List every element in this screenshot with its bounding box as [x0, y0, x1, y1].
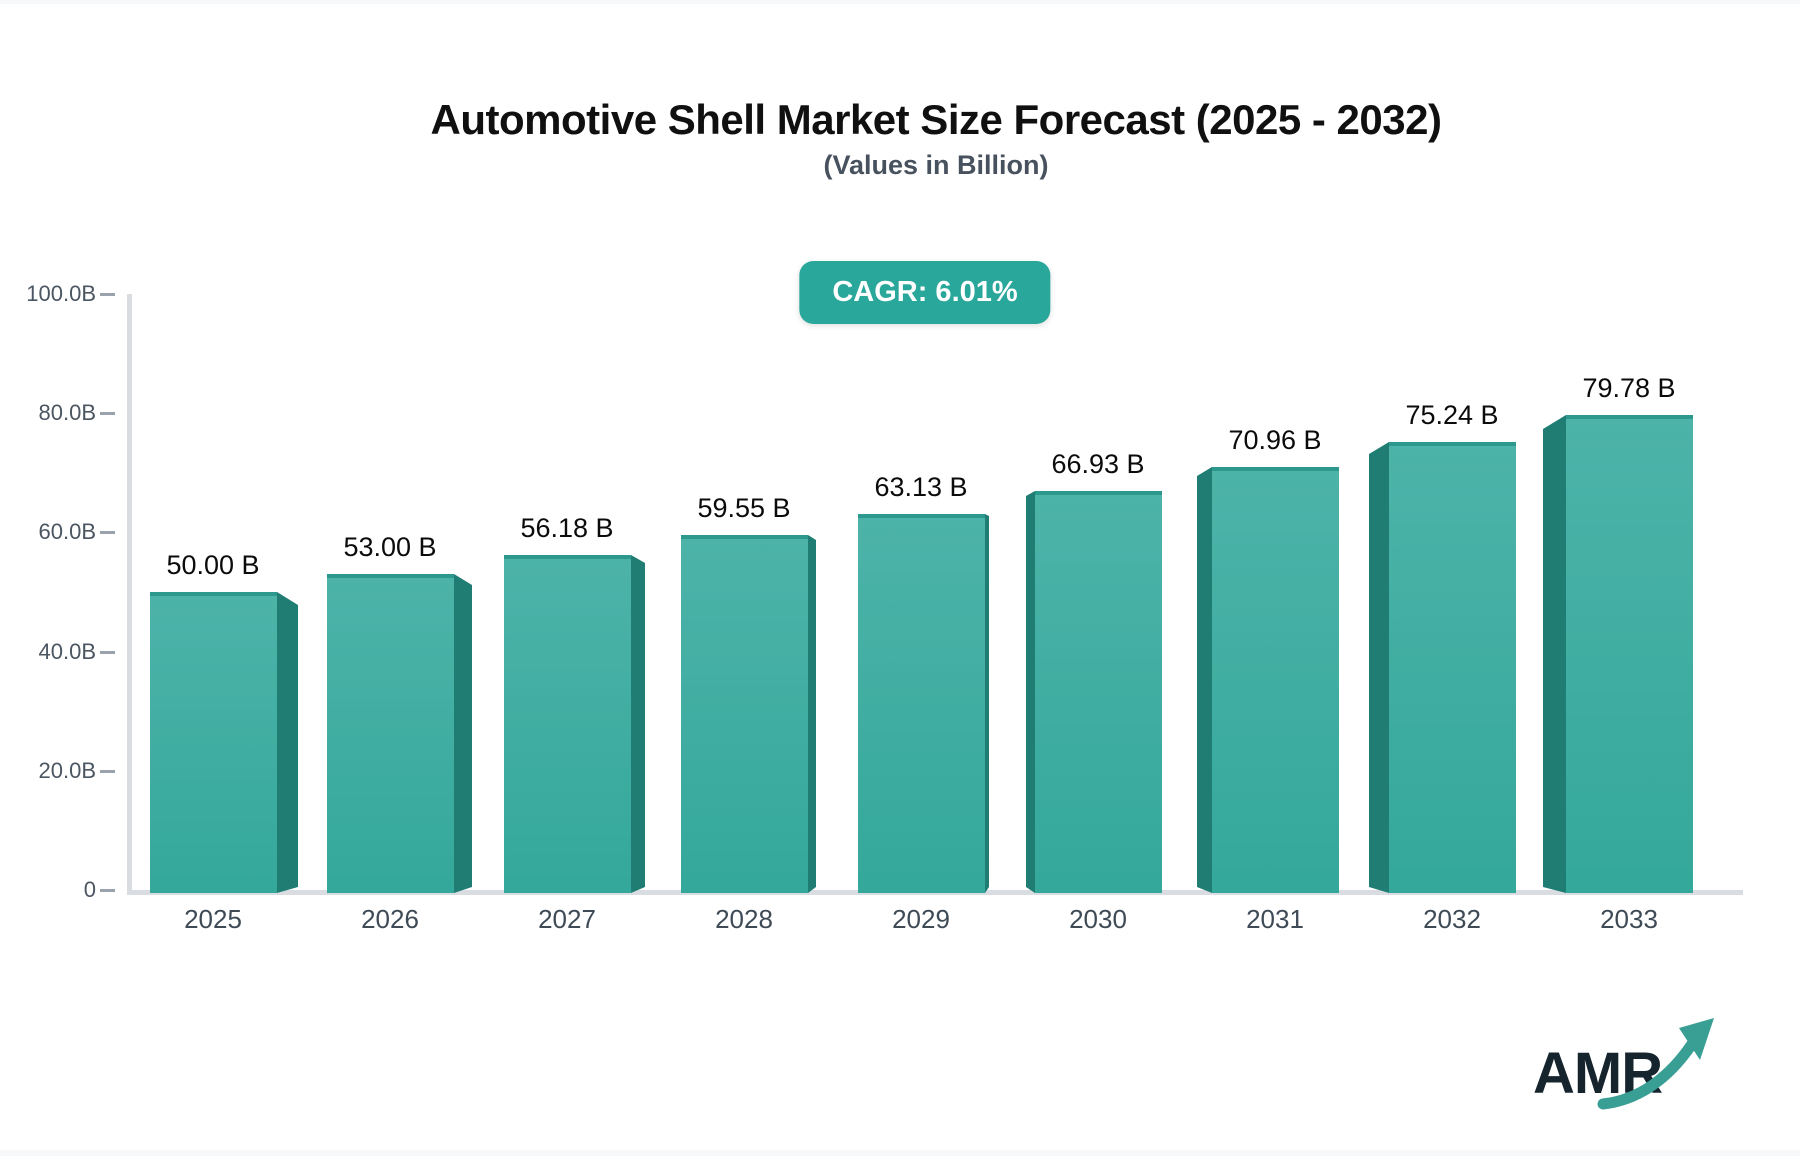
chart-subtitle: (Values in Billion) — [823, 150, 1049, 180]
bar-value-label: 70.96 B — [1228, 425, 1322, 455]
y-tick-label: 0 — [83, 877, 96, 902]
y-tick-mark — [100, 531, 115, 534]
y-tick-mark — [100, 412, 115, 415]
chart-title: Automotive Shell Market Size Forecast (2… — [430, 96, 1442, 143]
y-tick-mark — [100, 293, 115, 296]
bar-value-label: 63.13 B — [874, 472, 968, 502]
bar-front-2033 — [1566, 415, 1693, 893]
x-tick-label: 2028 — [715, 904, 773, 934]
bar-side-2032 — [1369, 442, 1389, 893]
bar-front-2026 — [327, 574, 454, 893]
y-tick-label: 40.0B — [38, 639, 97, 664]
y-axis-line — [127, 294, 132, 895]
x-tick-label: 2031 — [1246, 904, 1304, 934]
y-tick-mark — [100, 651, 115, 654]
bar-value-label: 66.93 B — [1051, 449, 1145, 479]
bar-value-label: 59.55 B — [697, 493, 791, 523]
y-tick-mark — [100, 889, 115, 892]
bar-value-label: 50.00 B — [166, 550, 260, 580]
x-tick-label: 2030 — [1069, 904, 1127, 934]
y-tick-label: 80.0B — [38, 400, 97, 425]
bar-side-2026 — [454, 574, 472, 893]
bar-side-2030 — [1026, 491, 1035, 893]
bar-side-2033 — [1543, 415, 1566, 893]
chart-card: Automotive Shell Market Size Forecast (2… — [0, 4, 1800, 1150]
x-tick-label: 2032 — [1423, 904, 1481, 934]
x-tick-label: 2029 — [892, 904, 950, 934]
y-tick-label: 100.0B — [26, 281, 96, 306]
y-tick-label: 60.0B — [38, 519, 97, 544]
x-tick-label: 2025 — [184, 904, 242, 934]
bar-side-2029 — [985, 514, 989, 893]
x-tick-label: 2027 — [538, 904, 596, 934]
y-tick-label: 20.0B — [38, 758, 97, 783]
bar-side-2025 — [277, 592, 298, 893]
x-tick-label: 2033 — [1600, 904, 1658, 934]
bar-value-label: 79.78 B — [1582, 373, 1676, 403]
bar-front-2029 — [858, 514, 985, 893]
y-tick-mark — [100, 770, 115, 773]
bar-value-label: 75.24 B — [1405, 400, 1499, 430]
cagr-badge: CAGR: 6.01% — [799, 261, 1051, 324]
bar-front-2028 — [681, 535, 808, 893]
bar-front-2027 — [504, 555, 631, 893]
bar-value-label: 56.18 B — [520, 513, 614, 543]
bar-side-2027 — [631, 555, 645, 893]
bar-front-2031 — [1212, 467, 1339, 893]
x-tick-label: 2026 — [361, 904, 419, 934]
bar-value-label: 53.00 B — [343, 532, 437, 562]
bar-front-2025 — [150, 592, 277, 893]
bar-side-2031 — [1197, 467, 1212, 893]
bar-front-2030 — [1035, 491, 1162, 893]
growth-arrow-icon — [1597, 1018, 1714, 1110]
bar-front-2032 — [1389, 442, 1516, 893]
bar-side-2028 — [808, 535, 816, 893]
